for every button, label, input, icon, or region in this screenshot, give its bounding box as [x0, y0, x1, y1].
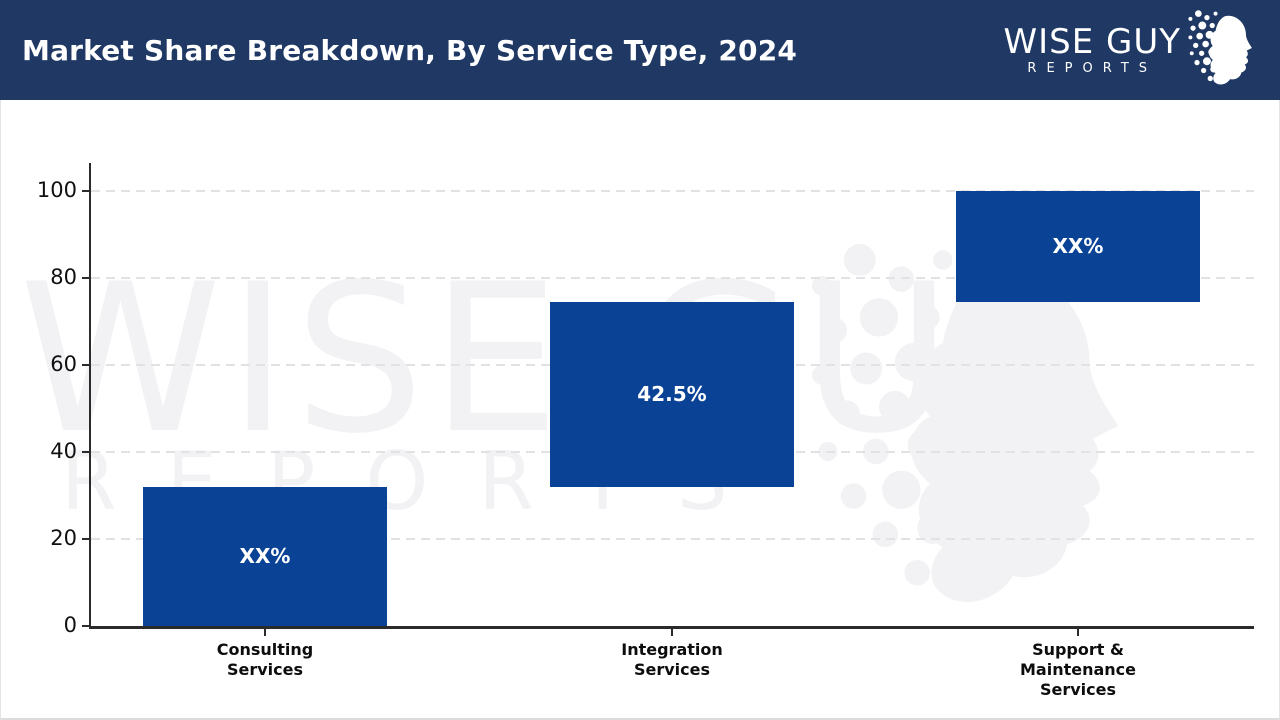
- x-axis-line: [89, 626, 1254, 629]
- gridline-100: [91, 190, 1254, 192]
- category-label-line: Integration: [621, 640, 723, 659]
- y-tick-40: [82, 451, 89, 453]
- y-tick-20: [82, 538, 89, 540]
- category-label-line: Support &: [1032, 640, 1124, 659]
- category-label: Integration Services: [557, 640, 787, 680]
- category-label: Support & Maintenance Services: [963, 640, 1193, 700]
- bar-value-label: XX%: [1052, 234, 1104, 259]
- y-tick-label-20: 20: [50, 526, 77, 550]
- category-label-line: Maintenance: [1019, 660, 1136, 679]
- x-tick-2: [1077, 629, 1079, 636]
- category-label-line: Services: [226, 660, 304, 679]
- y-tick-label-40: 40: [50, 439, 77, 463]
- brand-name: WISE GUY: [1003, 22, 1181, 63]
- y-tick-label-60: 60: [50, 352, 77, 376]
- x-tick-0: [264, 629, 266, 636]
- y-tick-80: [82, 277, 89, 279]
- bar-value-label: XX%: [239, 544, 291, 569]
- chart-area: WISE GUY REPORTS 0 20 40 60 80 100 XX% 42.5% XX…: [0, 100, 1280, 720]
- brand-subtitle: REPORTS: [1027, 60, 1158, 76]
- gridline-20: [91, 538, 1254, 540]
- category-label-line: Services: [1039, 680, 1117, 699]
- brand-face-icon: [1188, 10, 1252, 85]
- bar-segment: 42.5%: [550, 301, 794, 487]
- bar-value-label: 42.5%: [637, 382, 707, 407]
- y-tick-label-80: 80: [50, 265, 77, 289]
- y-tick-60: [82, 364, 89, 366]
- y-tick-label-100: 100: [36, 178, 77, 202]
- y-tick-0: [82, 625, 89, 627]
- bar-segment: XX%: [956, 191, 1200, 302]
- brand-logo-text: WISE GUY REPORTS: [1003, 22, 1181, 76]
- category-label: Consulting Services: [150, 640, 380, 680]
- page-title: Market Share Breakdown, By Service Type,…: [22, 33, 798, 67]
- y-axis-line: [89, 163, 91, 626]
- header-bar: Market Share Breakdown, By Service Type,…: [0, 0, 1280, 100]
- y-tick-label-0: 0: [63, 613, 77, 637]
- x-tick-1: [671, 629, 673, 636]
- gridline-80: [91, 277, 1254, 279]
- category-label-line: Services: [633, 660, 711, 679]
- brand-logo: WISE GUY REPORTS: [1003, 7, 1258, 93]
- bar-segment: XX%: [143, 486, 387, 626]
- y-tick-100: [82, 190, 89, 192]
- category-label-line: Consulting: [216, 640, 314, 659]
